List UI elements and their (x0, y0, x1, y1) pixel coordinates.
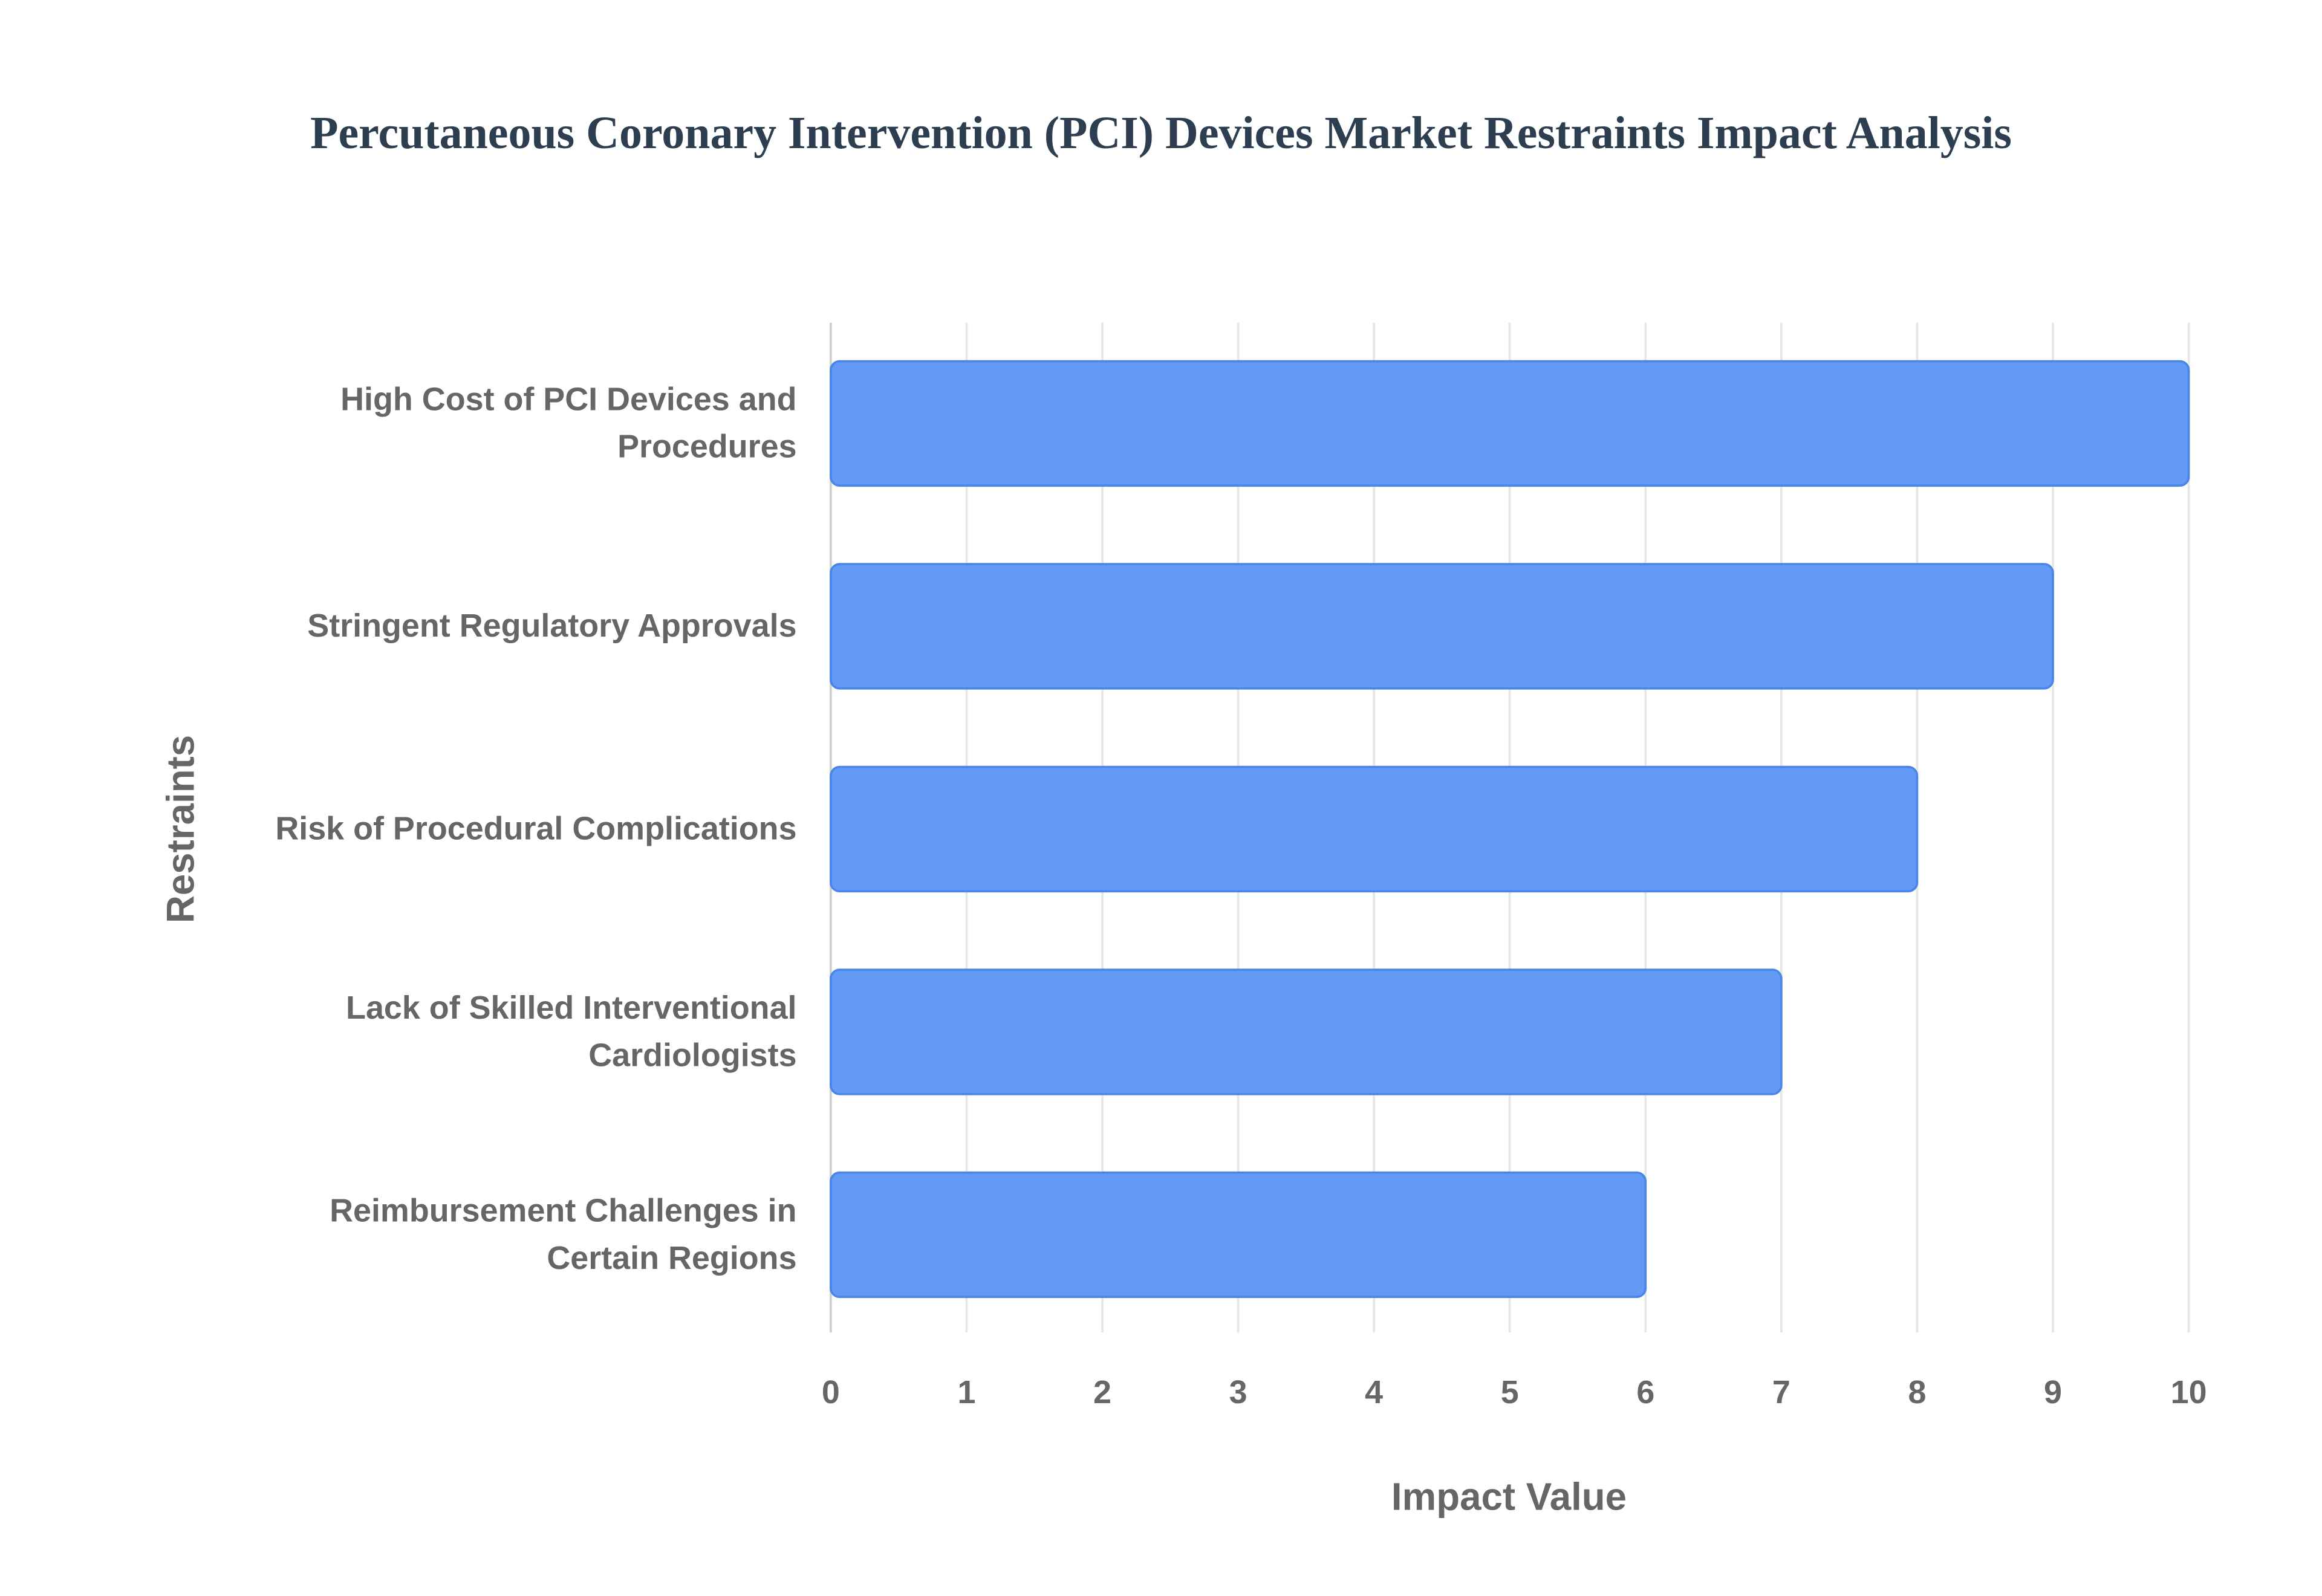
y-tick-label-text: Risk of Procedural Complications (275, 809, 797, 847)
x-tick-label: 5 (1501, 1374, 1519, 1410)
chart-title: Percutaneous Coronary Intervention (PCI)… (310, 108, 2012, 158)
bar (830, 563, 2054, 690)
x-tick-label: 9 (2044, 1374, 2062, 1410)
x-tick-label: 8 (1908, 1374, 1926, 1410)
bar (830, 765, 1919, 893)
x-tick-label: 0 (822, 1374, 840, 1410)
y-tick-label: Lack of Skilled Interventional Cardiolog… (346, 988, 797, 1074)
y-tick-label: Reimbursement Challenges in Certain Regi… (330, 1192, 797, 1277)
x-tick-label: 10 (2171, 1374, 2207, 1410)
bar (830, 1171, 1647, 1299)
x-tick-label: 7 (1772, 1374, 1790, 1410)
x-axis-title: Impact Value (1391, 1476, 1627, 1519)
x-tick-label: 2 (1093, 1374, 1111, 1410)
bar (830, 360, 2190, 487)
x-tick-label: 4 (1365, 1374, 1383, 1410)
y-tick-label-text: Lack of Skilled Interventional Cardiolog… (346, 988, 797, 1074)
x-tick-label: 1 (957, 1374, 975, 1410)
x-tick-label: 3 (1229, 1374, 1247, 1410)
y-tick-label: Stringent Regulatory Approvals (307, 607, 797, 644)
y-tick-label: Risk of Procedural Complications (275, 809, 797, 847)
y-tick-label: High Cost of PCI Devices and Procedures (340, 380, 797, 465)
y-tick-label-text: Stringent Regulatory Approvals (307, 607, 797, 644)
y-tick-label-text: Reimbursement Challenges in Certain Regi… (330, 1192, 797, 1277)
bar (830, 968, 1783, 1095)
x-tick-label: 6 (1636, 1374, 1654, 1410)
y-tick-label-text: High Cost of PCI Devices and Procedures (340, 380, 797, 465)
y-axis-title: Restraints (159, 735, 202, 923)
